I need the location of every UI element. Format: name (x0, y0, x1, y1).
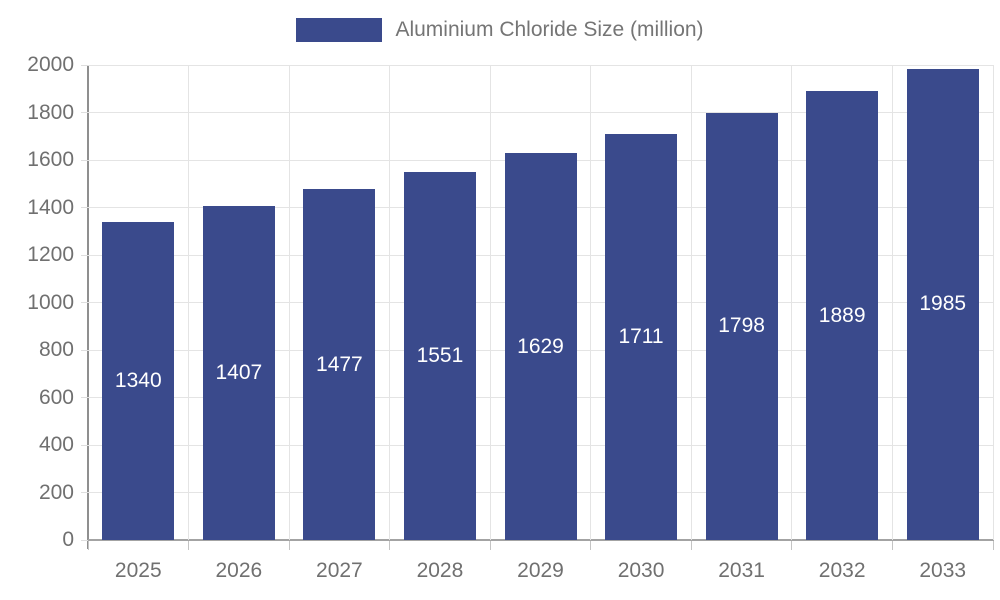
bar-value-label: 1477 (316, 352, 363, 376)
bar[interactable]: 1551 (403, 171, 476, 540)
plot-area: 1340 1407 1477 1551 1629 1711 1798 1889 1985 (88, 64, 994, 540)
x-tick-label: 2029 (517, 559, 564, 582)
v-gridline (188, 65, 190, 540)
legend-label: Aluminium Chloride Size (million) (395, 18, 704, 41)
v-gridline (590, 65, 592, 540)
bar[interactable]: 1798 (705, 112, 778, 540)
v-gridline (992, 65, 994, 540)
v-gridline (288, 65, 290, 540)
x-tick-label: 2032 (818, 559, 866, 582)
x-tick-label: 2025 (114, 559, 162, 582)
bar[interactable]: 1711 (605, 133, 678, 540)
bar[interactable]: 1477 (303, 189, 376, 540)
y-axis-tick (81, 254, 88, 256)
bar-value-label: 1629 (517, 334, 564, 358)
y-tick-label: 400 (38, 433, 74, 456)
x-axis-tick (891, 541, 893, 550)
y-axis-tick (81, 349, 88, 351)
v-gridline (791, 65, 793, 540)
y-tick-label: 1800 (27, 100, 74, 124)
y-tick-label: 2000 (27, 53, 74, 76)
bar-value-label: 1711 (618, 324, 664, 348)
x-axis-tick (590, 541, 592, 550)
x-axis-line (88, 539, 994, 541)
y-tick-label: 1400 (27, 195, 74, 219)
y-tick-label: 1600 (27, 148, 74, 171)
x-tick-label: 2026 (215, 559, 263, 582)
x-tick-label: 2030 (617, 559, 665, 582)
x-tick-label: 2031 (718, 559, 765, 582)
legend-swatch (296, 18, 383, 42)
bar-value-label: 1798 (718, 314, 765, 338)
x-axis-tick (389, 541, 391, 550)
x-tick-label: 2027 (316, 559, 363, 582)
y-axis-tick (81, 397, 88, 398)
y-tick-label: 1000 (27, 290, 74, 314)
x-axis-tick (690, 541, 692, 550)
y-axis-tick (81, 444, 88, 446)
y-tick-label: 0 (62, 528, 74, 551)
x-axis-tick (791, 541, 793, 550)
v-gridline (489, 65, 491, 540)
y-axis-tick (81, 302, 88, 303)
y-tick-label: 200 (38, 480, 74, 504)
bar[interactable]: 1407 (202, 205, 275, 540)
bar-value-label: 1407 (215, 360, 263, 384)
h-gridline (88, 112, 993, 113)
x-tick-label: 2028 (416, 559, 464, 582)
y-axis-tick (81, 539, 88, 541)
bar-value-label: 1340 (114, 368, 162, 392)
y-axis-tick (81, 492, 88, 493)
v-gridline (690, 65, 692, 540)
y-axis-tick (81, 112, 88, 113)
h-gridline (88, 64, 993, 66)
y-tick-label: 1200 (27, 243, 74, 266)
y-axis-tick (81, 207, 88, 208)
bar[interactable]: 1629 (504, 153, 577, 540)
y-axis-line (87, 65, 89, 549)
y-axis-tick (81, 159, 88, 161)
x-axis-tick (489, 541, 491, 550)
bar-value-label: 1889 (818, 303, 866, 327)
x-axis-tick (87, 541, 89, 550)
y-axis-tick (81, 64, 88, 66)
y-tick-label: 800 (38, 338, 74, 361)
x-axis-tick (188, 541, 190, 550)
v-gridline (389, 65, 391, 540)
x-axis-tick (992, 541, 994, 550)
legend[interactable]: Aluminium Chloride Size (million) (0, 17, 1000, 43)
y-tick-label: 600 (38, 385, 74, 409)
x-tick-label: 2033 (919, 559, 967, 582)
bar[interactable]: 1889 (806, 91, 879, 540)
v-gridline (891, 65, 893, 540)
bar-value-label: 1551 (416, 343, 464, 367)
bar[interactable]: 1340 (102, 221, 175, 540)
bar-value-label: 1985 (919, 292, 967, 316)
x-axis-tick (288, 541, 290, 550)
bar[interactable]: 1985 (906, 68, 979, 540)
